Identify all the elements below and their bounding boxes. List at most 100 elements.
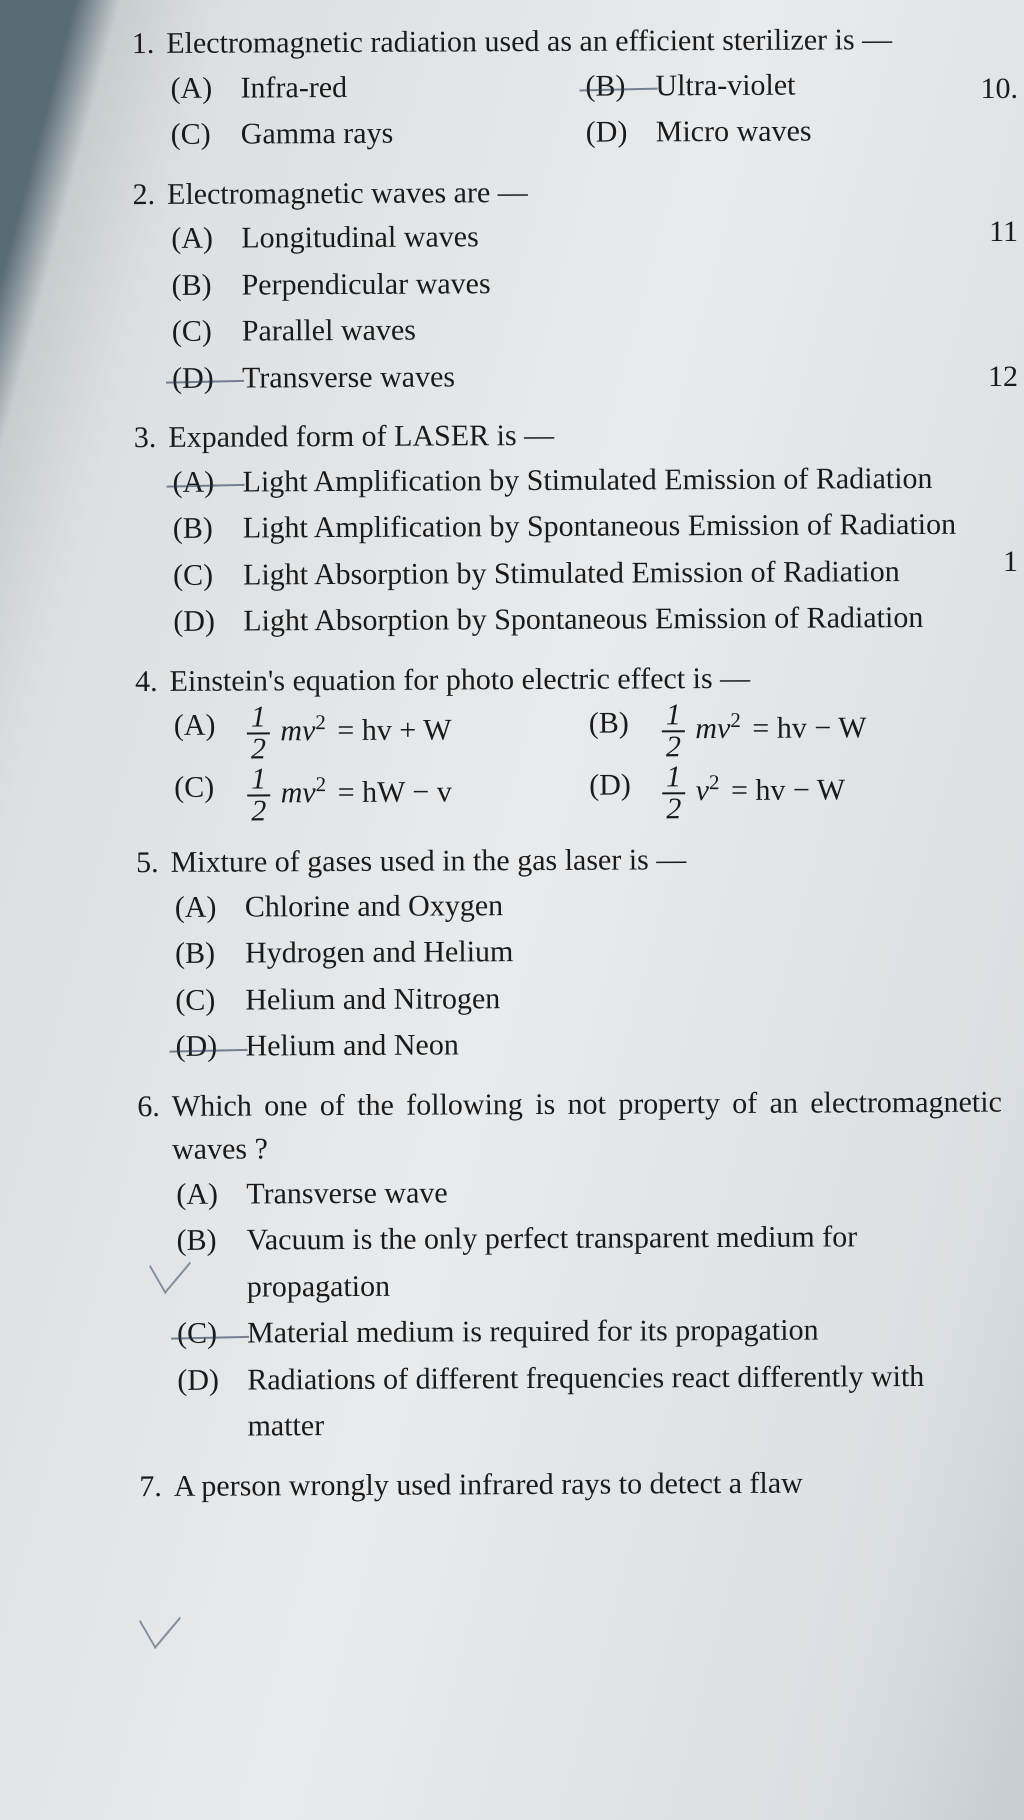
- question-number: 2.: [117, 172, 167, 216]
- option-text: Radiations of different frequencies reac…: [247, 1353, 1003, 1450]
- option: (D)Helium and Neon: [171, 1020, 1001, 1071]
- question-text: Einstein's equation for photo electric e…: [170, 655, 1000, 703]
- option-text: 12 mv2 = hv − W: [659, 699, 1000, 763]
- option-label: (D): [173, 1357, 247, 1450]
- question-stem: 1.Electromagnetic radiation used as an e…: [116, 18, 996, 66]
- question-text: Electromagnetic radiation used as an eff…: [166, 18, 996, 66]
- option: (D)Transverse waves: [168, 351, 998, 402]
- option: (A)Infra-red: [166, 63, 581, 112]
- question-text: A person wrongly used infrared rays to d…: [174, 1460, 1004, 1508]
- option-row: (A)12 mv2 = hv + W(B)12 mv2 = hv − W: [170, 699, 1000, 765]
- option-label: (C): [169, 552, 243, 599]
- option-label: (C): [171, 977, 245, 1024]
- option: (D)Light Absorption by Spontaneous Emiss…: [169, 595, 999, 646]
- math-expression: 12 v2 = hv − W: [659, 773, 849, 807]
- option-row: (A)Infra-red(B)Ultra-violet: [166, 61, 996, 112]
- option-text: Micro waves: [656, 108, 997, 156]
- option-label: (C): [167, 112, 241, 159]
- option-label: (A): [167, 216, 241, 263]
- pen-tick-mark: [139, 1591, 181, 1649]
- option-label: (D): [582, 109, 656, 156]
- options-block: (A)Longitudinal waves(B)Perpendicular wa…: [167, 212, 998, 402]
- option-text: Light Amplification by Spontaneous Emiss…: [243, 502, 999, 552]
- option-label: (D): [168, 355, 242, 402]
- option-text: Longitudinal waves: [241, 212, 997, 262]
- edge-page-number: 10.: [981, 72, 1019, 106]
- option: (C)Material medium is required for its p…: [173, 1307, 1003, 1358]
- option-text: Hydrogen and Helium: [245, 927, 1001, 977]
- option-text: Helium and Nitrogen: [245, 973, 1001, 1023]
- question-partial: 7.A person wrongly used infrared rays to…: [124, 1460, 1004, 1508]
- option-text: 12 v2 = hv − W: [659, 761, 1000, 825]
- option: (C)Light Absorption by Stimulated Emissi…: [169, 548, 999, 599]
- option: (A)Light Amplification by Stimulated Emi…: [168, 455, 998, 506]
- math-expression: 12 mv2 = hv + W: [244, 713, 456, 747]
- option-row: (C)Gamma rays(D)Micro waves: [167, 108, 997, 159]
- option-label: (B): [585, 700, 659, 762]
- option: (B)Perpendicular waves: [167, 258, 997, 309]
- option: (C)12 mv2 = hW − v: [170, 763, 585, 827]
- option-label: (D): [585, 762, 659, 824]
- question: 2.Electromagnetic waves are —(A)Longitud…: [117, 168, 998, 402]
- option-label: (B): [171, 931, 245, 978]
- option-row: (C)12 mv2 = hW − v(D)12 v2 = hv − W: [170, 761, 1000, 827]
- option-text: Ultra-violet: [655, 61, 996, 109]
- option: (B)Ultra-violet: [581, 61, 996, 110]
- question-number: 5.: [120, 841, 170, 885]
- option-text: Perpendicular waves: [241, 258, 997, 308]
- math-expression: 12 mv2 = hv − W: [659, 711, 871, 745]
- edge-page-number: 12: [988, 360, 1018, 394]
- question-stem: 6.Which one of the following is not prop…: [122, 1080, 1002, 1172]
- option: (C)Helium and Nitrogen: [171, 973, 1001, 1024]
- option-text: Transverse wave: [246, 1167, 1002, 1217]
- option-text: Vacuum is the only perfect transparent m…: [246, 1214, 1002, 1311]
- option-label: (D): [169, 599, 243, 646]
- option: (A)Longitudinal waves: [167, 212, 997, 263]
- option-label: (A): [170, 703, 244, 765]
- options-block: (A)Light Amplification by Stimulated Emi…: [168, 455, 999, 645]
- option-text: Infra-red: [240, 63, 581, 111]
- question-stem: 4.Einstein's equation for photo electric…: [120, 655, 1000, 703]
- option-text: 12 mv2 = hW − v: [244, 763, 585, 827]
- option-text: Transverse waves: [242, 351, 998, 401]
- option: (B)Hydrogen and Helium: [171, 927, 1001, 978]
- options-block: (A)Transverse wave(B)Vacuum is the only …: [172, 1167, 1003, 1450]
- options-block: (A)Chlorine and Oxygen(B)Hydrogen and He…: [171, 880, 1002, 1070]
- question: 5.Mixture of gases used in the gas laser…: [120, 837, 1001, 1071]
- option-text: Material medium is required for its prop…: [247, 1307, 1003, 1357]
- option-label: (A): [168, 459, 242, 506]
- question-text: Which one of the following is not proper…: [172, 1080, 1002, 1171]
- option-label: (B): [169, 506, 243, 553]
- option: (A)Transverse wave: [172, 1167, 1002, 1218]
- option-label: (C): [173, 1311, 247, 1358]
- option-label: (A): [171, 884, 245, 931]
- option-text: Light Amplification by Stimulated Emissi…: [242, 455, 998, 505]
- exam-page: 1.Electromagnetic radiation used as an e…: [56, 0, 1014, 1508]
- option: (D)Radiations of different frequencies r…: [173, 1353, 1003, 1450]
- option-label: (A): [166, 65, 240, 112]
- option-text: Light Absorption by Stimulated Emission …: [243, 548, 999, 598]
- question-stem: 5.Mixture of gases used in the gas laser…: [120, 837, 1000, 885]
- option-label: (D): [171, 1024, 245, 1071]
- question-text: Mixture of gases used in the gas laser i…: [170, 837, 1000, 885]
- math-expression: 12 mv2 = hW − v: [244, 775, 456, 809]
- question: 6.Which one of the following is not prop…: [122, 1080, 1004, 1451]
- option: (B)Vacuum is the only perfect transparen…: [172, 1214, 1002, 1311]
- option-text: Chlorine and Oxygen: [245, 880, 1001, 930]
- question-number: 6.: [122, 1084, 172, 1171]
- question-number: 1.: [116, 22, 166, 66]
- option: (D)12 v2 = hv − W: [585, 761, 1000, 825]
- option-label: (B): [581, 63, 655, 110]
- edge-page-number: 1: [1003, 545, 1018, 579]
- option: (A)Chlorine and Oxygen: [171, 880, 1001, 931]
- question-stem: 3.Expanded form of LASER is —: [118, 412, 998, 460]
- option-text: 12 mv2 = hv + W: [244, 701, 585, 765]
- question-number: 7.: [124, 1464, 174, 1508]
- option-label: (C): [168, 309, 242, 356]
- option: (C)Gamma rays: [167, 110, 582, 159]
- options-block: (A)12 mv2 = hv + W(B)12 mv2 = hv − W(C)1…: [170, 699, 1001, 827]
- option: (A)12 mv2 = hv + W: [170, 701, 585, 765]
- option: (C)Parallel waves: [168, 305, 998, 356]
- option-text: Parallel waves: [242, 305, 998, 355]
- question-text: Expanded form of LASER is —: [168, 412, 998, 460]
